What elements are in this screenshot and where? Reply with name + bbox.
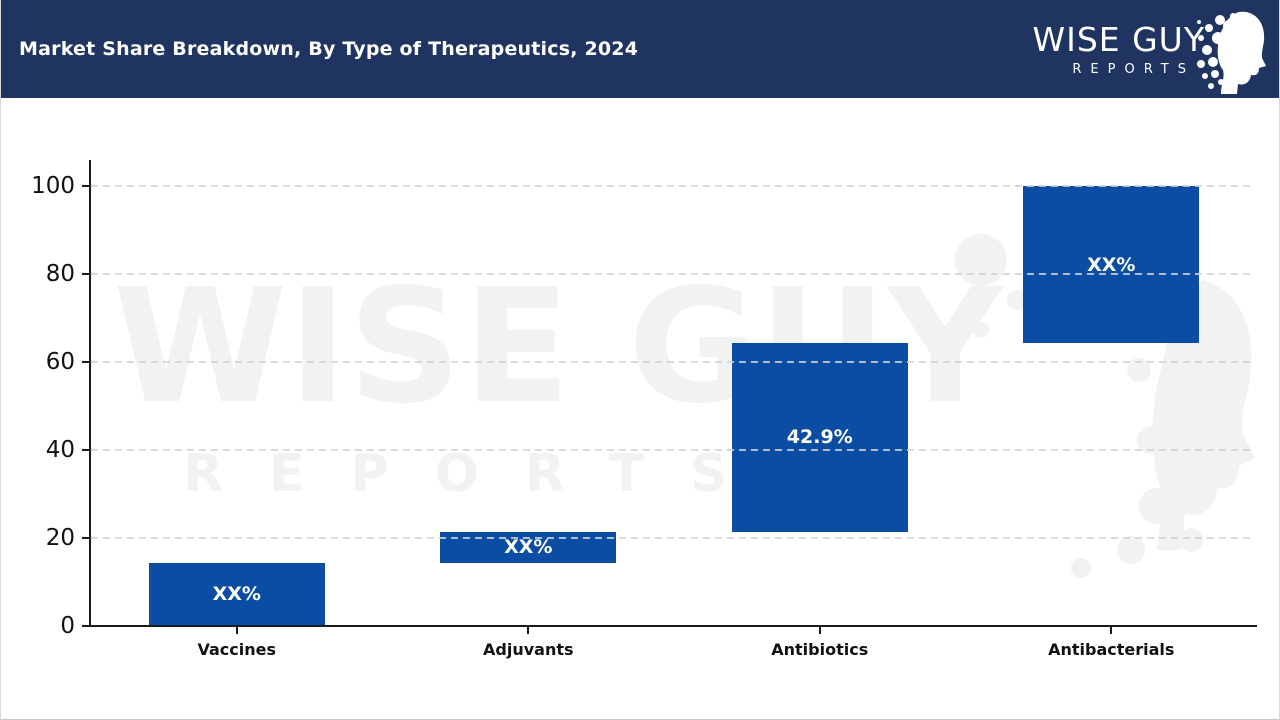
y-axis-spine	[89, 160, 91, 627]
y-tick-label-100: 100	[31, 173, 75, 199]
page-title: Market Share Breakdown, By Type of Thera…	[19, 38, 639, 60]
y-tick-mark	[82, 625, 90, 627]
y-tick-label-0: 0	[60, 613, 75, 639]
bar-vaccines	[148, 562, 325, 626]
x-tick-mark	[1110, 626, 1113, 634]
wise-guy-logo: WISE GUY REPORTS	[1017, 6, 1267, 94]
y-tick-label-40: 40	[45, 437, 75, 463]
x-tick-mark	[818, 626, 821, 634]
x-tick-label-antibiotics: Antibiotics	[771, 640, 869, 659]
y-tick-label-60: 60	[45, 349, 75, 375]
gridline-60	[91, 361, 1253, 363]
bar-antibacterials	[1023, 186, 1200, 344]
x-tick-label-vaccines: Vaccines	[197, 640, 277, 659]
x-tick-label-antibacterials: Antibacterials	[1048, 640, 1175, 659]
y-tick-mark	[82, 361, 90, 363]
y-tick-mark	[82, 449, 90, 451]
gridline-80	[91, 273, 1253, 275]
bar-adjuvants	[440, 531, 617, 563]
bar-value-label: XX%	[1087, 253, 1136, 276]
bar-value-label: 42.9%	[786, 426, 853, 449]
bar-value-label: XX%	[212, 583, 261, 606]
y-tick-mark	[82, 273, 90, 275]
bar-antibiotics	[731, 343, 908, 532]
x-tick-label-adjuvants: Adjuvants	[483, 640, 574, 659]
y-tick-mark	[82, 185, 90, 187]
logo-wordmark: WISE GUY	[1032, 20, 1205, 59]
logo-face-icon	[1197, 11, 1266, 94]
y-tick-label-20: 20	[45, 525, 75, 551]
y-tick-label-80: 80	[45, 261, 75, 287]
x-tick-mark	[235, 626, 238, 634]
gridline-40	[91, 449, 1253, 451]
header: Market Share Breakdown, By Type of Thera…	[1, 0, 1279, 98]
watermark-subtitle: REPORTS	[183, 444, 774, 504]
gridline-20	[91, 537, 1253, 539]
x-tick-mark	[527, 626, 530, 634]
y-tick-mark	[82, 537, 90, 539]
gridline-100	[91, 185, 1253, 187]
logo-subtitle: REPORTS	[1072, 62, 1195, 77]
bar-value-label: XX%	[504, 536, 553, 559]
x-axis-spine	[89, 625, 1257, 627]
